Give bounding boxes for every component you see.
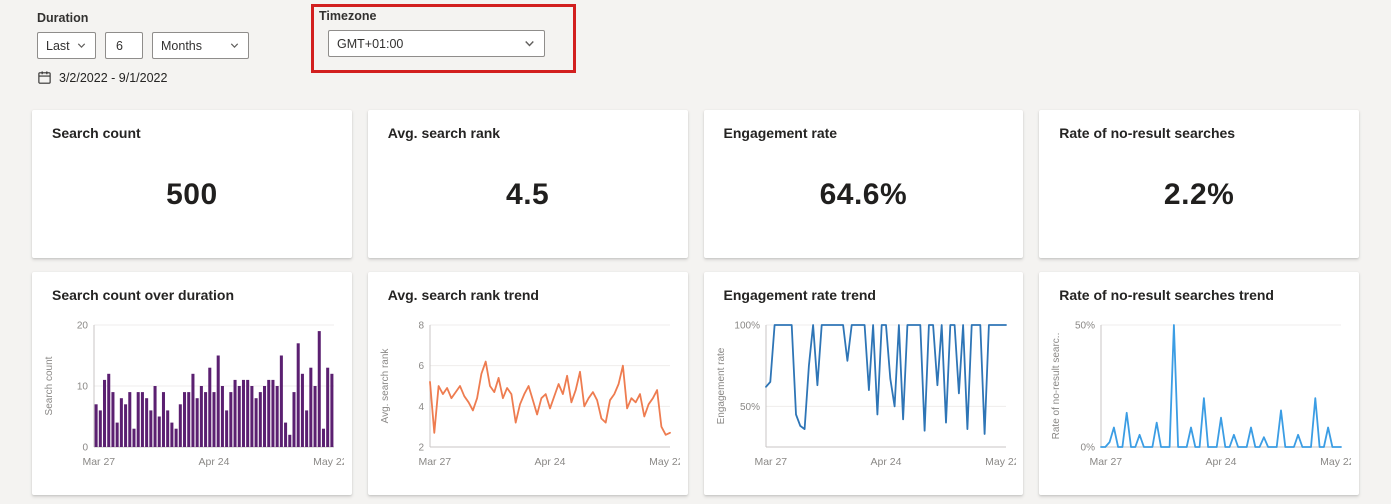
kpi-card-avg-search-rank: Avg. search rank 4.5 [367,110,688,258]
engagement-rate-line-chart: 50% 100% Mar 27 Apr 24 May 22 Engagement rate [704,315,1024,478]
chart-card-engagement-rate-trend: Engagement rate trend 50% 100% Mar 27 Apr 2… [703,272,1024,495]
svg-text:20: 20 [77,321,89,332]
svg-text:8: 8 [418,321,424,332]
calendar-icon [37,70,52,85]
svg-text:Rate of no-result searc..: Rate of no-result searc.. [1051,333,1062,440]
svg-text:Apr 24: Apr 24 [199,456,230,468]
duration-last-dropdown[interactable]: Last [37,32,96,59]
kpi-value: 500 [166,177,218,211]
svg-text:0: 0 [82,443,88,454]
kpi-card-row: Search count 500 Avg. search rank 4.5 En… [32,110,1359,258]
svg-text:10: 10 [77,382,89,393]
search-count-bar-chart: 0 10 20 Mar 27 Apr 24 May 22 Search count [32,315,352,478]
svg-text:0%: 0% [1081,443,1096,454]
kpi-card-search-count: Search count 500 [32,110,352,258]
svg-text:May 22: May 22 [649,456,680,468]
svg-text:Apr 24: Apr 24 [534,456,565,468]
duration-unit-value: Months [161,38,202,53]
svg-text:Mar 27: Mar 27 [82,456,115,468]
svg-text:Engagement rate: Engagement rate [716,347,727,424]
svg-text:50%: 50% [1075,321,1095,332]
chart-title: Rate of no-result searches trend [1059,287,1274,303]
svg-text:4: 4 [418,402,424,413]
chart-svg: 50% 100% Mar 27 Apr 24 May 22 Engagement rate [716,321,1020,469]
avg-search-rank-line-chart: 2 4 6 8 Mar 27 Apr 24 May 22 Avg. search rank [368,315,688,478]
svg-text:Apr 24: Apr 24 [870,456,901,468]
svg-text:Mar 27: Mar 27 [418,456,451,468]
kpi-card-no-result-rate: Rate of no-result searches 2.2% [1039,110,1359,258]
timezone-value: GMT+01:00 [337,36,404,51]
chart-svg: 0% 50% Mar 27 Apr 24 May 22 Rate of no-result… [1051,321,1355,469]
date-range: 3/2/2022 - 9/1/2022 [37,70,249,85]
date-range-text: 3/2/2022 - 9/1/2022 [59,70,168,85]
svg-text:May 22: May 22 [313,456,344,468]
chart-title: Avg. search rank trend [387,287,539,303]
timezone-label: Timezone [319,9,377,23]
timezone-dropdown[interactable]: GMT+01:00 [328,30,545,57]
chart-title: Engagement rate trend [723,287,876,303]
chart-card-row: Search count over duration 0 10 20 Mar 27 Ap… [32,272,1359,495]
chart-svg: 2 4 6 8 Mar 27 Apr 24 May 22 Avg. search rank [380,321,684,469]
svg-text:100%: 100% [734,321,760,332]
kpi-value: 2.2% [1163,177,1235,211]
kpi-card-engagement-rate: Engagement rate 64.6% [703,110,1024,258]
kpi-value: 64.6% [819,177,908,211]
chevron-down-icon [523,37,536,50]
svg-text:Mar 27: Mar 27 [1090,456,1123,468]
duration-count-input[interactable] [105,32,143,59]
kpi-title: Avg. search rank [387,125,501,141]
svg-text:Mar 27: Mar 27 [754,456,787,468]
kpi-title: Engagement rate [723,125,838,141]
chart-svg: 0 10 20 Mar 27 Apr 24 May 22 Search count [44,321,348,469]
svg-text:May 22: May 22 [985,456,1016,468]
kpi-value: 4.5 [506,177,550,211]
svg-text:2: 2 [418,443,424,454]
no-result-rate-line-chart: 0% 50% Mar 27 Apr 24 May 22 Rate of no-result… [1039,315,1359,478]
duration-unit-dropdown[interactable]: Months [152,32,249,59]
kpi-title: Search count [52,125,141,141]
duration-last-value: Last [46,38,70,53]
chart-card-search-count-over-duration: Search count over duration 0 10 20 Mar 27 Ap… [32,272,352,495]
chevron-down-icon [229,40,240,51]
chart-title: Search count over duration [52,287,235,303]
chart-card-no-result-rate-trend: Rate of no-result searches trend 0% 50% Ma… [1039,272,1359,495]
svg-text:6: 6 [418,361,424,372]
svg-text:Search count: Search count [44,356,55,415]
timezone-filter-group: Timezone GMT+01:00 [319,9,545,57]
svg-text:50%: 50% [739,402,759,413]
svg-text:May 22: May 22 [1320,456,1351,468]
kpi-title: Rate of no-result searches [1059,125,1236,141]
chart-card-avg-search-rank-trend: Avg. search rank trend 2 4 6 8 Mar 27 Apr 24 M… [367,272,688,495]
chevron-down-icon [76,40,87,51]
duration-filter-group: Duration Last Months [37,11,249,85]
svg-text:Avg. search rank: Avg. search rank [380,348,391,424]
svg-text:Apr 24: Apr 24 [1206,456,1237,468]
duration-label: Duration [37,11,89,25]
